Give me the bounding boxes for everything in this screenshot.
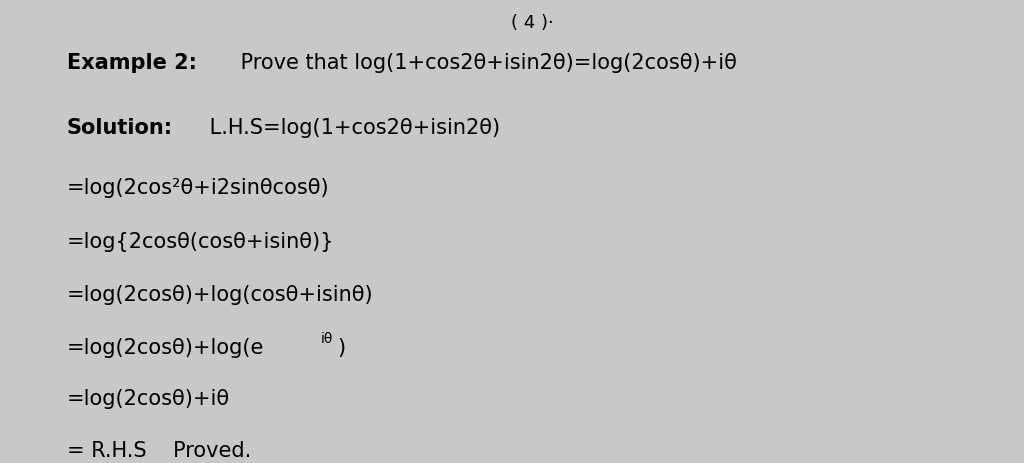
Text: =log(2cosθ)+iθ: =log(2cosθ)+iθ xyxy=(67,389,229,409)
Text: =log(2cosθ)+log(e: =log(2cosθ)+log(e xyxy=(67,338,264,358)
Text: =log{2cosθ(cosθ+isinθ)}: =log{2cosθ(cosθ+isinθ)} xyxy=(67,232,334,251)
Text: ( 4 )·: ( 4 )· xyxy=(511,14,554,32)
Text: L.H.S=log(1+cos2θ+isin2θ): L.H.S=log(1+cos2θ+isin2θ) xyxy=(204,118,501,138)
Text: Prove that log(1+cos2θ+isin2θ)=log(2cosθ)+iθ: Prove that log(1+cos2θ+isin2θ)=log(2cosθ… xyxy=(234,53,737,73)
Text: =log(2cos²θ+i2sinθcosθ): =log(2cos²θ+i2sinθcosθ) xyxy=(67,178,329,198)
Text: Example 2:: Example 2: xyxy=(67,53,197,73)
Text: ): ) xyxy=(337,338,345,358)
Text: =log(2cosθ)+log(cosθ+isinθ): =log(2cosθ)+log(cosθ+isinθ) xyxy=(67,285,373,305)
Text: Solution:: Solution: xyxy=(67,118,173,138)
Text: iθ: iθ xyxy=(322,332,334,346)
Text: = R.H.S    Proved.: = R.H.S Proved. xyxy=(67,441,251,461)
